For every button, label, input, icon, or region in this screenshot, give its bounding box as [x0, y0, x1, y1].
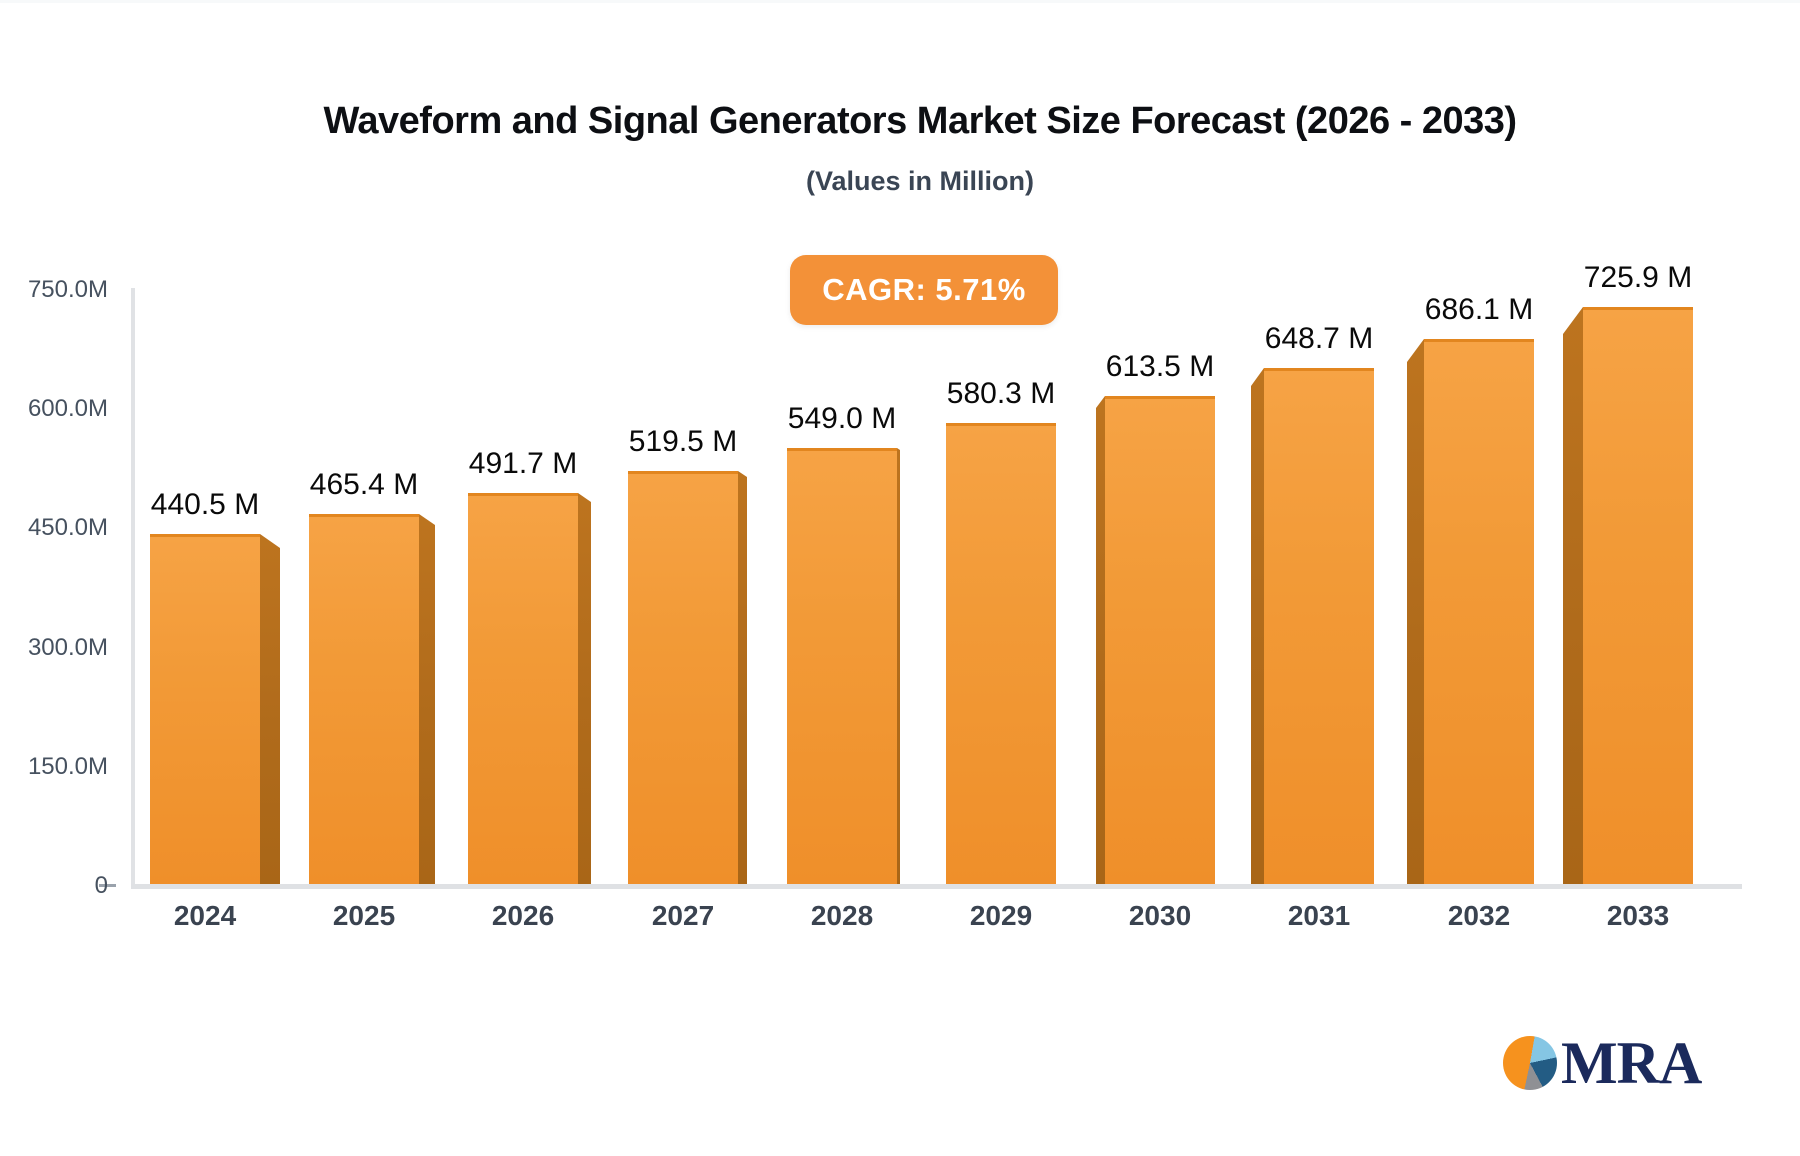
bar-value-label: 580.3 M	[946, 377, 1056, 410]
bar-value-label: 686.1 M	[1424, 293, 1534, 326]
y-axis-line	[131, 288, 135, 886]
bar-side-facet	[1096, 396, 1105, 884]
bar-side-facet	[1563, 307, 1583, 884]
bar-face	[309, 514, 419, 884]
bar-group-2031: 648.7 M 2031	[1251, 322, 1374, 931]
y-tick-label: 450.0M	[27, 514, 108, 542]
bar-group-2028: 549.0 M 2028	[787, 402, 900, 931]
zero-tick-mark	[99, 884, 116, 887]
top-border	[0, 0, 1800, 3]
y-tick-label: 750.0M	[27, 276, 108, 303]
bar-group-2026: 491.7 M 2026	[468, 447, 591, 931]
bar-face	[787, 448, 897, 884]
y-tick-label: 0	[94, 872, 108, 899]
bar-face	[1264, 368, 1374, 884]
mra-logo-pie-icon	[1503, 1036, 1557, 1090]
bar-group-2032: 686.1 M 2032	[1407, 293, 1534, 931]
x-axis-label: 2028	[810, 900, 874, 931]
cagr-badge-label: CAGR: 5.71%	[822, 272, 1026, 307]
x-axis-label: 2033	[1606, 900, 1670, 931]
y-tick-label: 300.0M	[27, 633, 108, 661]
bar-face	[150, 534, 260, 884]
bar-face	[468, 493, 578, 884]
bar-group-2024: 440.5 M 2024	[150, 488, 280, 931]
x-axis-line	[131, 884, 1742, 889]
bar-face	[628, 471, 738, 884]
bar-side-facet	[1251, 368, 1264, 884]
bar-group-2030: 613.5 M 2030	[1096, 350, 1215, 931]
x-axis-label: 2026	[491, 900, 555, 931]
bar-value-label: 613.5 M	[1105, 350, 1215, 383]
bar-face	[1424, 339, 1534, 884]
bar-value-label: 491.7 M	[468, 447, 578, 480]
bar-face	[1105, 396, 1215, 884]
bar-value-label: 549.0 M	[787, 402, 897, 435]
bar-value-label: 465.4 M	[309, 468, 419, 501]
chart-title: Waveform and Signal Generators Market Si…	[323, 100, 1517, 142]
x-axis-label: 2030	[1128, 900, 1192, 931]
bar-value-label: 440.5 M	[150, 488, 260, 521]
bar-group-2029: 580.3 M 2029	[946, 377, 1056, 931]
y-tick-label: 600.0M	[27, 395, 108, 423]
bar-group-2027: 519.5 M 2027	[628, 425, 747, 931]
x-axis-label: 2031	[1287, 900, 1351, 931]
bar-value-label: 725.9 M	[1583, 261, 1693, 294]
bar-face	[946, 423, 1056, 884]
x-axis-label: 2032	[1447, 900, 1511, 931]
bar-group-2025: 465.4 M 2025	[309, 468, 435, 931]
mra-logo: MRA	[1503, 1030, 1702, 1096]
bar-group-2033: 725.9 M 2033	[1563, 261, 1693, 931]
bar-value-label: 648.7 M	[1264, 322, 1374, 355]
x-axis-label: 2027	[651, 900, 715, 931]
bar-side-facet	[897, 448, 900, 884]
bar-side-facet	[578, 493, 591, 884]
chart-subtitle: (Values in Million)	[805, 166, 1035, 196]
bar-side-facet	[738, 471, 747, 884]
x-axis-label: 2029	[969, 900, 1033, 931]
bar-side-facet	[260, 534, 280, 884]
bar-side-facet	[1407, 339, 1424, 884]
x-axis-label: 2025	[332, 900, 396, 931]
cagr-badge: CAGR: 5.71%	[790, 255, 1058, 325]
mra-logo-text: MRA	[1561, 1030, 1702, 1096]
y-tick-label: 150.0M	[27, 752, 108, 780]
bar-face	[1583, 307, 1693, 884]
bar-value-label: 519.5 M	[628, 425, 738, 458]
x-axis-label: 2024	[173, 900, 237, 931]
bar-side-facet	[419, 514, 435, 884]
